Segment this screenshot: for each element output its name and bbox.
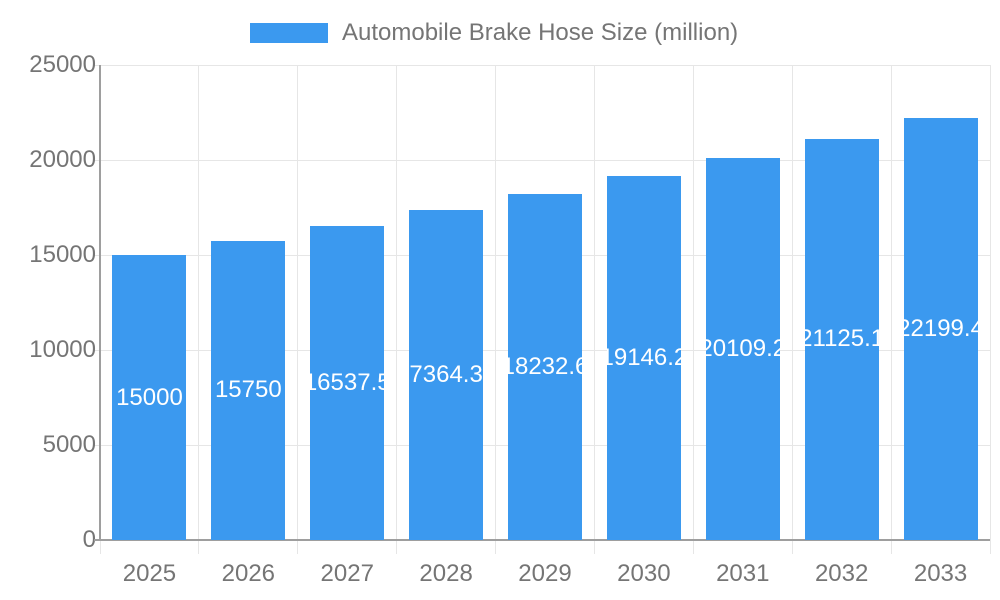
x-axis-tick-label: 2026: [221, 560, 276, 587]
x-gridline: [198, 65, 200, 554]
x-axis-tick-label: 2031: [716, 560, 770, 587]
y-axis-tick-label: 10000: [29, 336, 96, 363]
y-gridline: [94, 64, 990, 66]
bar-value-label: 15000: [116, 383, 183, 411]
bar-value-label: 22199.4: [903, 315, 978, 343]
bar-2030[interactable]: 19146.2: [606, 176, 681, 540]
y-axis-tick-label: 15000: [29, 241, 96, 268]
x-gridline: [593, 65, 595, 554]
x-axis-line: [94, 539, 990, 541]
bar-value-label: 16537.5: [310, 368, 385, 396]
x-axis-tick-label: 2028: [419, 560, 473, 587]
x-axis-tick-label: 2030: [617, 560, 671, 587]
x-axis-tick-label: 2033: [913, 560, 968, 587]
bar-2027[interactable]: 16537.5: [310, 225, 385, 540]
bar-value-label: 18232.6: [508, 352, 582, 380]
x-axis-tick-label: 2029: [518, 560, 572, 587]
y-axis-tick-label: 0: [82, 526, 96, 553]
x-gridline: [692, 65, 694, 554]
y-axis-tick-label: 20000: [29, 146, 96, 173]
bar-2028[interactable]: 17364.38: [409, 210, 484, 540]
bar-value-label: 20109.2: [705, 334, 780, 362]
x-axis-tick-label: 2025: [122, 560, 177, 587]
y-axis-tick-label: 25000: [29, 51, 96, 78]
x-gridline: [396, 65, 398, 554]
bar-value-label: 17364.38: [409, 361, 483, 389]
y-axis-tick-label: 5000: [42, 431, 96, 458]
x-axis-tick-label: 2032: [814, 560, 869, 587]
bar-value-label: 15750: [214, 376, 282, 404]
bar-value-label: 21125.1: [804, 325, 879, 353]
bar-2026[interactable]: 15750: [211, 240, 286, 540]
y-axis-line: [99, 65, 101, 540]
bar-2025[interactable]: 15000: [112, 255, 187, 540]
x-axis-tick-label: 2027: [320, 560, 374, 587]
bar-2032[interactable]: 21125.1: [804, 138, 879, 540]
y-gridline: [94, 159, 990, 161]
x-gridline: [791, 65, 793, 554]
legend-label: Automobile Brake Hose Size (million): [342, 19, 739, 46]
x-gridline: [495, 65, 497, 554]
bar-2033[interactable]: 22199.4: [903, 118, 978, 540]
bar-2031[interactable]: 20109.2: [705, 157, 780, 540]
x-gridline: [297, 65, 299, 554]
legend: Automobile Brake Hose Size (million): [250, 19, 739, 46]
x-gridline: [890, 65, 892, 554]
x-gridline: [989, 65, 991, 554]
bar-2029[interactable]: 18232.6: [508, 193, 582, 540]
legend-swatch: [250, 23, 328, 43]
bar-value-label: 19146.2: [606, 344, 681, 372]
